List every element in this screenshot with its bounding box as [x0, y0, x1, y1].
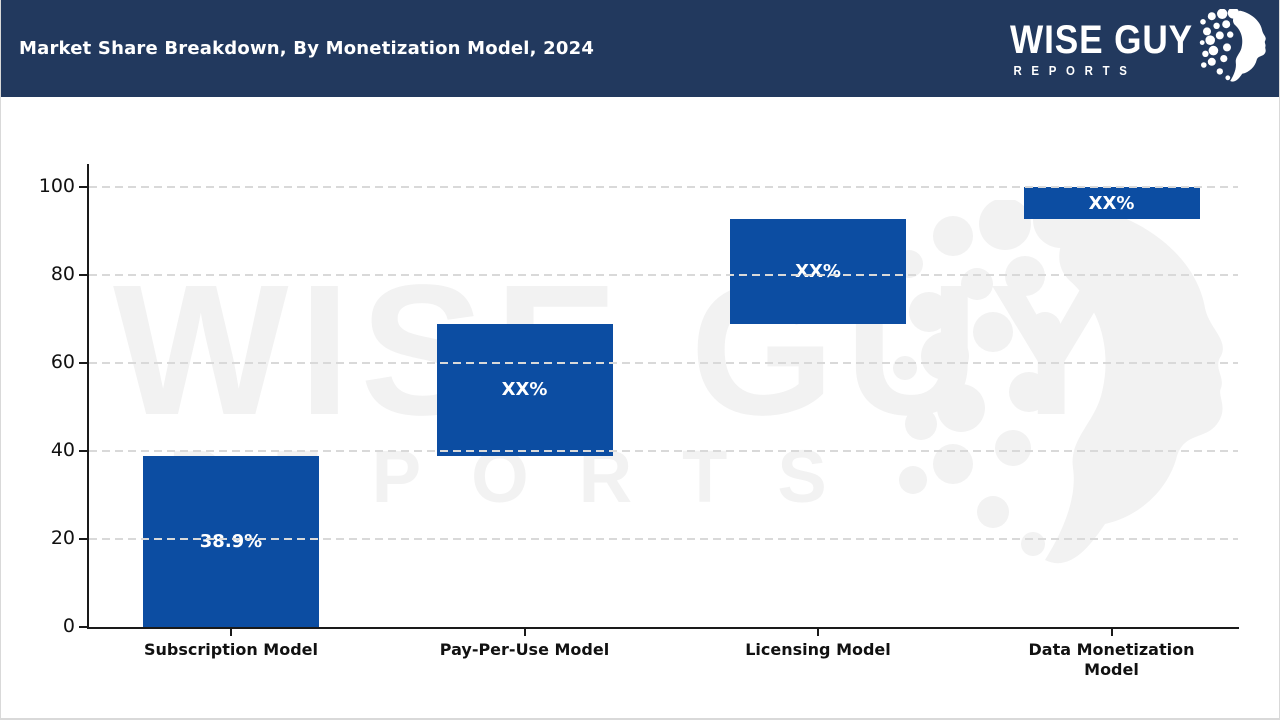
- logo-text: WISE GUY REPORTS: [1010, 20, 1193, 78]
- x-tick-mark: [230, 629, 232, 636]
- logo-face-icon: [1195, 6, 1267, 89]
- y-tick-label: 0: [62, 615, 75, 637]
- x-category-label: Subscription Model: [144, 640, 318, 659]
- y-tick-label: 100: [38, 175, 75, 197]
- x-category-label: Data Monetization Model: [1028, 640, 1195, 679]
- gridline-y-40: [89, 450, 1238, 452]
- bar-pay-per-use-model: XX%: [436, 323, 613, 456]
- bar-value-label: XX%: [1088, 192, 1135, 214]
- bar-value-label: XX%: [795, 260, 841, 282]
- gridline-y-20: [89, 538, 1238, 540]
- x-axis-line: [87, 627, 1239, 629]
- page-title: Market Share Breakdown, By Monetization …: [19, 38, 595, 59]
- bar-value-label: XX%: [501, 379, 548, 401]
- logo-subtitle: REPORTS: [1013, 62, 1137, 78]
- logo-wordmark: WISE GUY: [1009, 17, 1193, 62]
- y-tick-mark: [79, 450, 88, 452]
- y-tick-mark: [79, 626, 88, 628]
- wise-guy-reports-logo: WISE GUY REPORTS: [985, 6, 1279, 89]
- bar-subscription-model: 38.9%: [143, 455, 319, 627]
- x-category-label: Licensing Model: [745, 640, 891, 659]
- y-tick-label: 40: [50, 439, 75, 461]
- y-tick-label: 80: [50, 263, 75, 285]
- y-axis-line: [87, 164, 89, 629]
- x-tick-mark: [1110, 629, 1113, 636]
- y-tick-label: 60: [50, 351, 75, 373]
- gridline-y-60: [89, 362, 1238, 364]
- bar-value-label: 38.9%: [199, 530, 263, 552]
- y-tick-mark: [79, 362, 88, 364]
- header-bar: Market Share Breakdown, By Monetization …: [1, 0, 1279, 97]
- watermark-face-icon: [869, 192, 1229, 584]
- gridline-y-80: [89, 274, 1238, 276]
- bar-data-monetization-model: XX%: [1023, 187, 1200, 220]
- x-tick-mark: [523, 629, 526, 636]
- gridline-y-100: [89, 186, 1238, 188]
- y-tick-mark: [79, 274, 88, 276]
- y-tick-mark: [79, 186, 88, 188]
- y-tick-mark: [79, 538, 88, 540]
- y-tick-label: 20: [50, 527, 75, 549]
- x-category-label: Pay-Per-Use Model: [439, 640, 610, 659]
- x-tick-mark: [817, 629, 819, 636]
- bar-licensing-model: XX%: [730, 219, 906, 324]
